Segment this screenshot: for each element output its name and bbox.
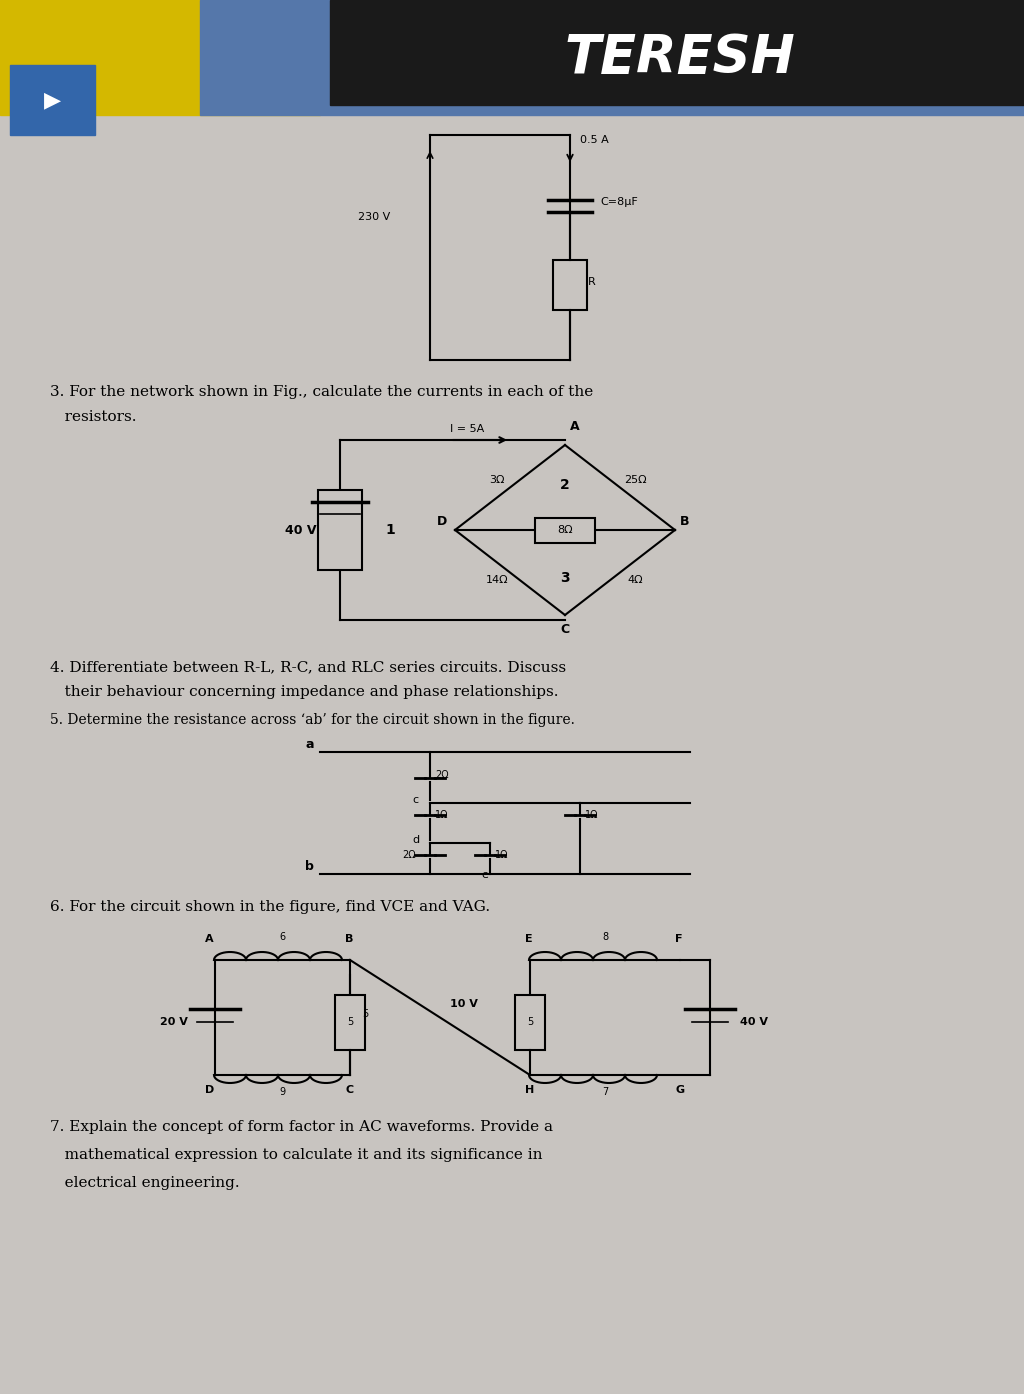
Text: 5: 5 — [527, 1018, 534, 1027]
Text: 2Ω: 2Ω — [402, 850, 416, 860]
Text: d: d — [412, 835, 419, 845]
Text: mathematical expression to calculate it and its significance in: mathematical expression to calculate it … — [50, 1149, 543, 1163]
Text: 6: 6 — [279, 933, 285, 942]
Text: G: G — [675, 1085, 684, 1096]
Bar — [10, 66, 95, 135]
Text: 2Ω: 2Ω — [435, 769, 449, 781]
Text: C: C — [345, 1085, 353, 1096]
Text: a: a — [305, 737, 313, 751]
Text: 3Ω: 3Ω — [489, 475, 505, 485]
Text: I = 5A: I = 5A — [450, 424, 484, 434]
Text: 25Ω: 25Ω — [624, 475, 646, 485]
Text: A: A — [205, 934, 214, 944]
Text: 40 V: 40 V — [740, 1018, 768, 1027]
Text: 5. Determine the resistance across ‘ab’ for the circuit shown in the figure.: 5. Determine the resistance across ‘ab’ … — [50, 712, 574, 728]
Text: TERESH: TERESH — [564, 32, 796, 84]
Text: electrical engineering.: electrical engineering. — [50, 1177, 240, 1190]
Bar — [200, 0, 1024, 114]
Text: D: D — [437, 514, 447, 528]
Text: 7. Explain the concept of form factor in AC waveforms. Provide a: 7. Explain the concept of form factor in… — [50, 1119, 553, 1133]
Text: 6. For the circuit shown in the figure, find VCE and VAG.: 6. For the circuit shown in the figure, … — [50, 901, 490, 914]
Bar — [0, 0, 319, 114]
Text: 4Ω: 4Ω — [627, 574, 643, 585]
Bar — [553, 261, 587, 309]
Text: B: B — [680, 514, 689, 528]
Bar — [535, 519, 595, 544]
Text: ▶: ▶ — [43, 91, 60, 110]
Bar — [335, 995, 365, 1050]
Text: R: R — [588, 277, 596, 287]
Text: D: D — [205, 1085, 214, 1096]
Text: 8Ω: 8Ω — [557, 526, 572, 535]
Text: 7: 7 — [602, 1087, 608, 1097]
Bar — [330, 0, 1024, 105]
Text: 3: 3 — [560, 572, 569, 585]
Text: c: c — [412, 795, 418, 804]
Text: 10 V: 10 V — [450, 999, 478, 1009]
Text: E: E — [525, 934, 532, 944]
Text: A: A — [570, 420, 580, 434]
Text: their behaviour concerning impedance and phase relationships.: their behaviour concerning impedance and… — [50, 684, 558, 698]
Text: 4. Differentiate between R-L, R-C, and RLC series circuits. Discuss: 4. Differentiate between R-L, R-C, and R… — [50, 659, 566, 675]
Text: 8: 8 — [602, 933, 608, 942]
Text: 1: 1 — [385, 523, 395, 537]
Text: 1Ω: 1Ω — [585, 810, 598, 820]
Text: 1Ω: 1Ω — [435, 810, 449, 820]
Bar — [318, 491, 362, 570]
Text: F: F — [675, 934, 683, 944]
Text: 230 V: 230 V — [357, 212, 390, 222]
Text: e: e — [481, 870, 488, 880]
Text: C=8μF: C=8μF — [600, 197, 638, 206]
Text: 9: 9 — [279, 1087, 285, 1097]
Text: H: H — [525, 1085, 535, 1096]
Text: 40 V: 40 V — [285, 524, 316, 537]
Text: 5: 5 — [362, 1009, 369, 1019]
Bar — [515, 995, 545, 1050]
Text: resistors.: resistors. — [50, 410, 136, 424]
Text: 14Ω: 14Ω — [485, 574, 508, 585]
Text: 2: 2 — [560, 478, 570, 492]
Text: 20 V: 20 V — [160, 1018, 187, 1027]
Text: 3. For the network shown in Fig., calculate the currents in each of the: 3. For the network shown in Fig., calcul… — [50, 385, 593, 399]
Text: 5: 5 — [347, 1018, 353, 1027]
Text: 0.5 A: 0.5 A — [580, 135, 608, 145]
Text: B: B — [345, 934, 353, 944]
Text: 1Ω: 1Ω — [495, 850, 509, 860]
Text: b: b — [305, 860, 314, 873]
Text: C: C — [560, 623, 569, 636]
